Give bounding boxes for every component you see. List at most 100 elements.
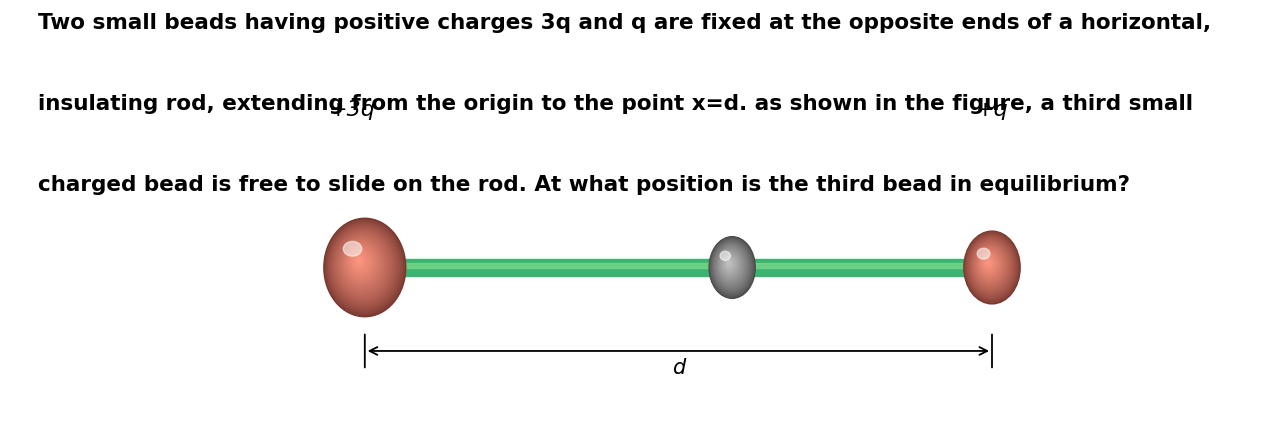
Ellipse shape xyxy=(973,242,1009,288)
Ellipse shape xyxy=(328,223,401,311)
Ellipse shape xyxy=(722,253,739,276)
Ellipse shape xyxy=(343,241,380,286)
Text: d: d xyxy=(672,358,685,378)
Ellipse shape xyxy=(355,256,364,266)
Text: Two small beads having positive charges 3q and q are fixed at the opposite ends : Two small beads having positive charges … xyxy=(38,13,1212,33)
Ellipse shape xyxy=(709,237,755,298)
Ellipse shape xyxy=(724,257,735,271)
Ellipse shape xyxy=(347,246,374,279)
Ellipse shape xyxy=(710,238,754,296)
Ellipse shape xyxy=(330,225,398,307)
Ellipse shape xyxy=(339,236,385,292)
Ellipse shape xyxy=(983,256,995,270)
Ellipse shape xyxy=(728,262,730,264)
Ellipse shape xyxy=(984,258,992,268)
Ellipse shape xyxy=(343,241,362,256)
Ellipse shape xyxy=(357,259,360,262)
Ellipse shape xyxy=(984,257,993,269)
Ellipse shape xyxy=(721,251,731,260)
Ellipse shape xyxy=(356,257,362,264)
Ellipse shape xyxy=(966,234,1016,300)
Ellipse shape xyxy=(975,247,1004,283)
Ellipse shape xyxy=(343,242,379,285)
Ellipse shape xyxy=(970,239,1011,293)
Ellipse shape xyxy=(978,249,1002,280)
Ellipse shape xyxy=(977,248,1004,282)
Ellipse shape xyxy=(974,244,1006,286)
Text: +q: +q xyxy=(975,100,1009,120)
Ellipse shape xyxy=(718,249,742,282)
Ellipse shape xyxy=(975,246,1005,284)
Ellipse shape xyxy=(713,242,750,291)
Ellipse shape xyxy=(353,253,366,270)
Ellipse shape xyxy=(348,247,372,277)
Ellipse shape xyxy=(979,252,998,276)
Ellipse shape xyxy=(719,251,741,279)
Ellipse shape xyxy=(716,245,746,286)
Ellipse shape xyxy=(718,248,744,283)
Ellipse shape xyxy=(969,237,1014,295)
Ellipse shape xyxy=(966,235,1016,298)
Ellipse shape xyxy=(332,228,394,303)
Ellipse shape xyxy=(337,234,389,296)
Ellipse shape xyxy=(726,259,732,268)
Bar xyxy=(365,259,992,276)
Ellipse shape xyxy=(326,221,403,313)
Ellipse shape xyxy=(719,250,742,281)
Ellipse shape xyxy=(714,243,749,290)
Ellipse shape xyxy=(982,254,996,273)
Ellipse shape xyxy=(334,231,392,300)
Ellipse shape xyxy=(712,239,753,295)
Ellipse shape xyxy=(965,233,1018,301)
Ellipse shape xyxy=(344,244,378,283)
Ellipse shape xyxy=(972,241,1010,291)
Ellipse shape xyxy=(721,252,740,278)
Ellipse shape xyxy=(717,246,745,285)
Ellipse shape xyxy=(333,229,393,302)
Ellipse shape xyxy=(723,256,736,272)
Text: insulating rod, extending from the origin to the point x=d. as shown in the figu: insulating rod, extending from the origi… xyxy=(38,94,1193,114)
Ellipse shape xyxy=(724,258,733,270)
Ellipse shape xyxy=(352,252,369,271)
Ellipse shape xyxy=(338,235,387,294)
Text: +3q: +3q xyxy=(329,100,375,120)
Ellipse shape xyxy=(726,259,733,269)
Ellipse shape xyxy=(712,240,751,294)
Ellipse shape xyxy=(980,253,997,275)
Ellipse shape xyxy=(977,248,989,259)
Ellipse shape xyxy=(727,260,731,266)
Ellipse shape xyxy=(717,247,745,284)
Ellipse shape xyxy=(325,220,404,315)
Ellipse shape xyxy=(351,250,370,273)
Ellipse shape xyxy=(978,250,1001,279)
Ellipse shape xyxy=(982,255,996,272)
Ellipse shape xyxy=(342,239,383,288)
Ellipse shape xyxy=(324,218,406,317)
Ellipse shape xyxy=(349,249,371,275)
Ellipse shape xyxy=(987,261,989,264)
Ellipse shape xyxy=(979,251,1000,277)
Ellipse shape xyxy=(329,224,399,309)
Ellipse shape xyxy=(727,261,731,265)
Ellipse shape xyxy=(986,260,989,265)
Ellipse shape xyxy=(716,244,748,288)
Ellipse shape xyxy=(335,232,390,298)
Ellipse shape xyxy=(330,227,397,306)
Ellipse shape xyxy=(969,238,1012,294)
Ellipse shape xyxy=(973,244,1007,287)
Ellipse shape xyxy=(340,238,384,290)
Ellipse shape xyxy=(721,253,740,277)
Ellipse shape xyxy=(713,241,751,292)
Ellipse shape xyxy=(346,245,376,281)
Ellipse shape xyxy=(723,255,737,273)
Text: charged bead is free to slide on the rod. At what position is the third bead in : charged bead is free to slide on the rod… xyxy=(38,175,1130,196)
Ellipse shape xyxy=(968,236,1015,297)
Ellipse shape xyxy=(972,241,1010,290)
Ellipse shape xyxy=(710,238,754,297)
Ellipse shape xyxy=(986,259,991,266)
Ellipse shape xyxy=(964,231,1020,304)
Bar xyxy=(365,263,992,268)
Ellipse shape xyxy=(714,244,748,289)
Ellipse shape xyxy=(355,255,365,268)
Ellipse shape xyxy=(965,232,1019,303)
